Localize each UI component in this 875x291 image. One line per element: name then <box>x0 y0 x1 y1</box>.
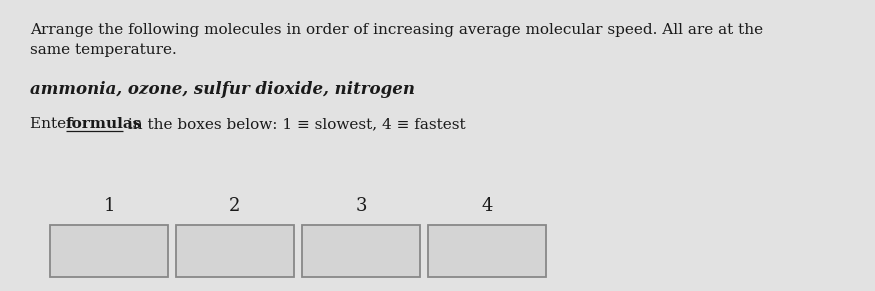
Text: 1: 1 <box>103 197 115 215</box>
Text: same temperature.: same temperature. <box>30 43 177 57</box>
Text: formulas: formulas <box>66 117 143 131</box>
FancyBboxPatch shape <box>428 225 546 277</box>
FancyBboxPatch shape <box>50 225 168 277</box>
Text: 2: 2 <box>229 197 241 215</box>
Text: in the boxes below: 1 ≡ slowest, 4 ≡ fastest: in the boxes below: 1 ≡ slowest, 4 ≡ fas… <box>123 117 466 131</box>
FancyBboxPatch shape <box>302 225 420 277</box>
Text: 4: 4 <box>481 197 493 215</box>
Text: 3: 3 <box>355 197 367 215</box>
Text: Enter: Enter <box>30 117 79 131</box>
FancyBboxPatch shape <box>176 225 294 277</box>
Text: ammonia, ozone, sulfur dioxide, nitrogen: ammonia, ozone, sulfur dioxide, nitrogen <box>30 81 415 98</box>
Text: Arrange the following molecules in order of increasing average molecular speed. : Arrange the following molecules in order… <box>30 23 763 37</box>
